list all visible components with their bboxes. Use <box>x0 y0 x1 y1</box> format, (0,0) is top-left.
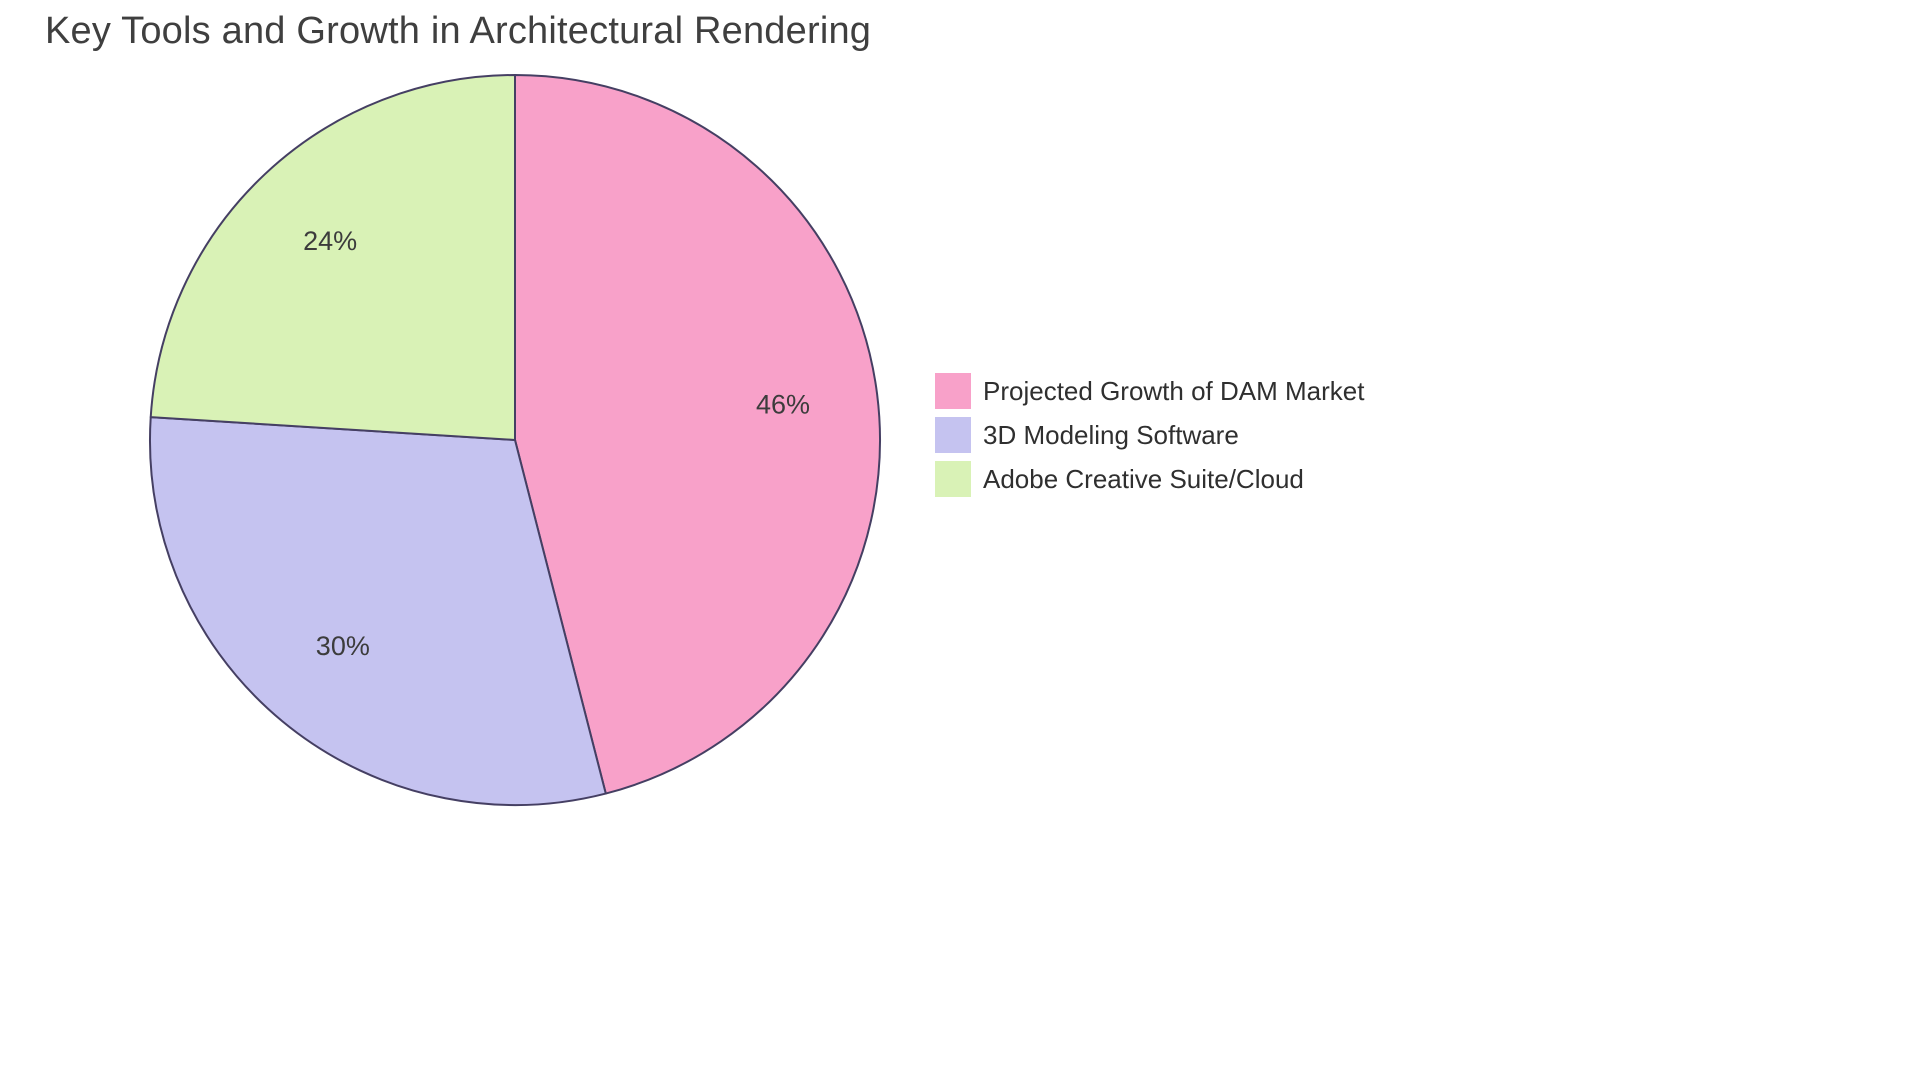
slice-label-2: 30% <box>316 631 370 661</box>
legend-label-2: 3D Modeling Software <box>983 419 1239 450</box>
pie-slice-1 <box>514 74 881 795</box>
legend-swatch-3 <box>935 461 971 497</box>
legend: Projected Growth of DAM Market 3D Modelin… <box>935 373 1364 497</box>
legend-item-1: Projected Growth of DAM Market <box>935 373 1364 409</box>
legend-swatch-1 <box>935 373 971 409</box>
legend-label-3: Adobe Creative Suite/Cloud <box>983 463 1304 494</box>
pie-slice-3 <box>149 74 516 441</box>
legend-label-1: Projected Growth of DAM Market <box>983 375 1365 406</box>
slice-label-3: 24% <box>303 226 357 256</box>
legend-item-3: Adobe Creative Suite/Cloud <box>935 461 1364 497</box>
legend-item-2: 3D Modeling Software <box>935 417 1364 453</box>
pie-slice-2 <box>149 416 607 806</box>
slice-label-1: 46% <box>756 389 810 419</box>
chart-title: Key Tools and Growth in Architectural Re… <box>45 10 872 52</box>
legend-swatch-2 <box>935 417 971 453</box>
